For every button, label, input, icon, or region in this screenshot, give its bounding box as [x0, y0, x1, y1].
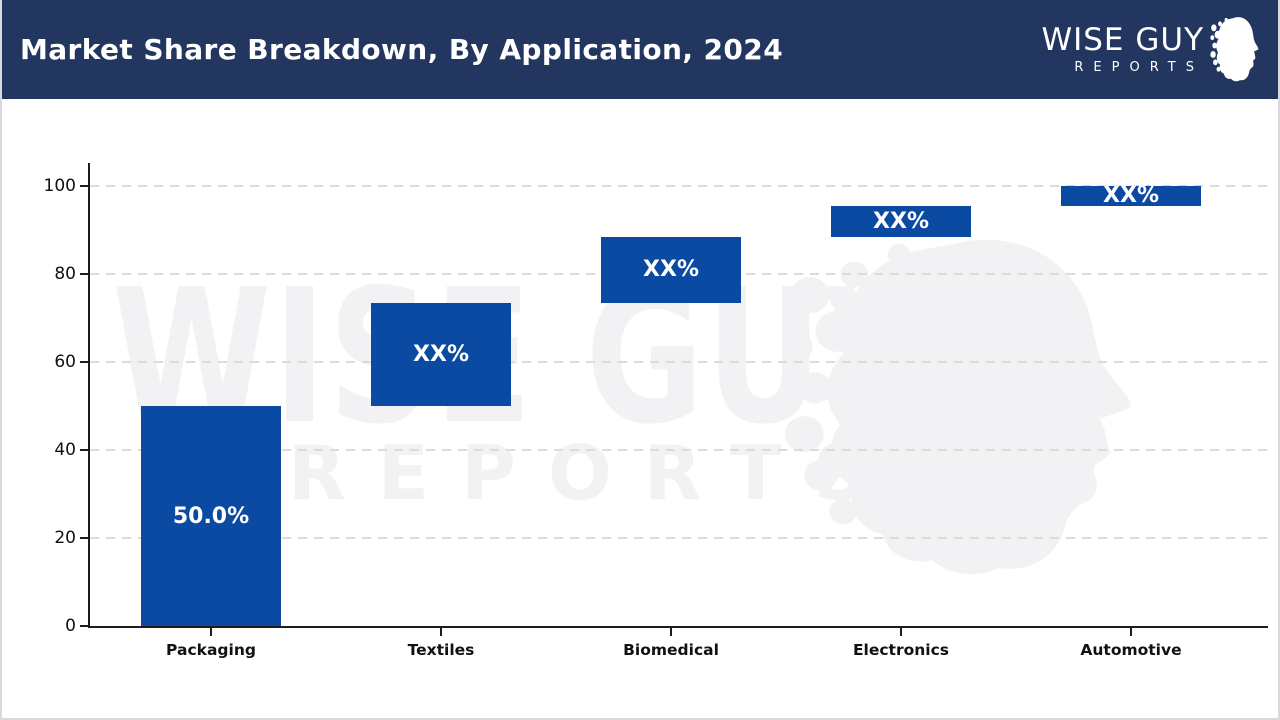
x-tick-mark [670, 628, 672, 636]
bar-value-label: 50.0% [172, 503, 250, 529]
y-axis-spine [88, 162, 90, 628]
y-tick-label-60: 60 [54, 352, 76, 372]
y-tick-label-40: 40 [54, 440, 76, 460]
logo-head-icon [1210, 16, 1259, 81]
y-tick-mark [80, 537, 88, 539]
x-tick-mark [440, 628, 442, 636]
watermark-subtext: REPORTS [288, 429, 900, 517]
y-tick-label-20: 20 [54, 528, 76, 548]
x-category-label-biomedical: Biomedical [623, 641, 719, 659]
x-axis-spine [88, 626, 1268, 628]
gridline-100 [90, 185, 1268, 187]
x-tick-mark [1130, 628, 1132, 636]
bar-packaging [141, 406, 281, 626]
bar-value-label: XX% [643, 257, 699, 283]
bar-textiles [371, 302, 511, 406]
x-category-label-textiles: Textiles [407, 641, 475, 659]
bar-electronics [831, 205, 971, 237]
bar-value-label: XX% [873, 208, 929, 234]
x-category-label-automotive: Automotive [1080, 641, 1182, 659]
bar-biomedical [601, 236, 741, 303]
y-tick-label-80: 80 [54, 264, 76, 284]
y-tick-mark [80, 273, 88, 275]
y-tick-mark [80, 361, 88, 363]
x-category-label-packaging: Packaging [166, 641, 256, 659]
logo-wordmark: WISE GUY [1041, 21, 1204, 58]
x-tick-mark [210, 628, 212, 636]
y-tick-label-100: 100 [43, 176, 76, 196]
logo-text-block: WISE GUY REPORTS [1041, 21, 1204, 75]
gridline-60 [90, 361, 1268, 363]
bar-automotive [1061, 186, 1201, 206]
bar-value-label: XX% [1103, 183, 1159, 209]
y-tick-mark [80, 449, 88, 451]
logo-subtext: REPORTS [1074, 59, 1204, 75]
y-tick-mark [80, 185, 88, 187]
bar-value-label: XX% [413, 341, 469, 367]
header-bar: Market Share Breakdown, By Application, … [0, 0, 1280, 99]
gridline-20 [90, 537, 1268, 539]
x-tick-mark [900, 628, 902, 636]
chart-title: Market Share Breakdown, By Application, … [20, 33, 784, 66]
gridline-40 [90, 449, 1268, 451]
y-tick-label-0: 0 [65, 616, 76, 636]
y-tick-mark [80, 625, 88, 627]
x-category-label-electronics: Electronics [852, 641, 950, 659]
wiseguy-logo: WISE GUY REPORTS [1041, 13, 1264, 87]
